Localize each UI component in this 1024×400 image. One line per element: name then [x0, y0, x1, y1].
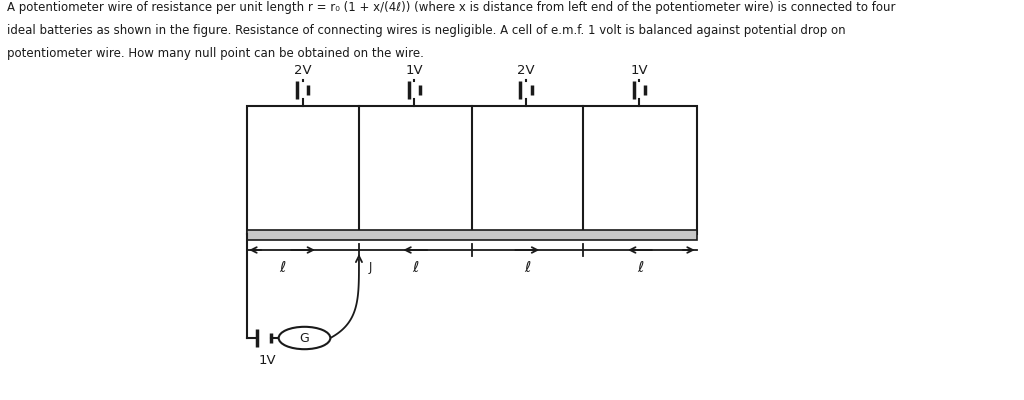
Text: 2V: 2V	[294, 64, 311, 77]
Text: 1V: 1V	[406, 64, 423, 77]
Polygon shape	[248, 230, 696, 240]
Text: J: J	[369, 261, 372, 274]
Text: ideal batteries as shown in the figure. Resistance of connecting wires is neglig: ideal batteries as shown in the figure. …	[7, 24, 846, 37]
Text: ℓ: ℓ	[524, 260, 530, 276]
Text: 2V: 2V	[517, 64, 535, 77]
Circle shape	[279, 327, 331, 349]
Text: A potentiometer wire of resistance per unit length r = r₀ (1 + x/(4ℓ)) (where x : A potentiometer wire of resistance per u…	[7, 1, 896, 14]
Text: ℓ: ℓ	[280, 260, 286, 276]
Text: ℓ: ℓ	[412, 260, 419, 276]
Text: 1V: 1V	[631, 64, 648, 77]
Text: ℓ: ℓ	[637, 260, 643, 276]
Text: 1V: 1V	[259, 354, 276, 366]
Text: G: G	[300, 332, 309, 344]
Text: potentiometer wire. How many null point can be obtained on the wire.: potentiometer wire. How many null point …	[7, 47, 424, 60]
